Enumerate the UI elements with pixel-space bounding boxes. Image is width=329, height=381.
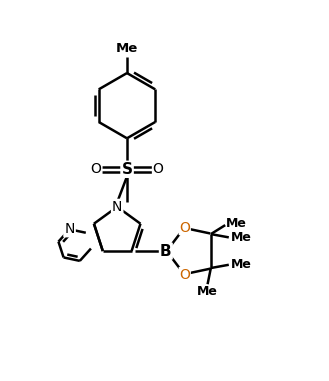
Text: Me: Me [230,258,251,271]
Text: O: O [179,267,190,282]
Text: S: S [121,162,133,177]
Text: B: B [160,243,172,259]
Text: O: O [179,221,190,235]
Text: Me: Me [197,285,218,298]
Text: O: O [153,162,164,176]
Text: O: O [90,162,101,176]
Text: Me: Me [116,42,138,55]
Text: Me: Me [230,231,251,244]
Text: N: N [64,222,75,236]
Text: N: N [112,200,122,214]
Text: Me: Me [226,217,247,230]
